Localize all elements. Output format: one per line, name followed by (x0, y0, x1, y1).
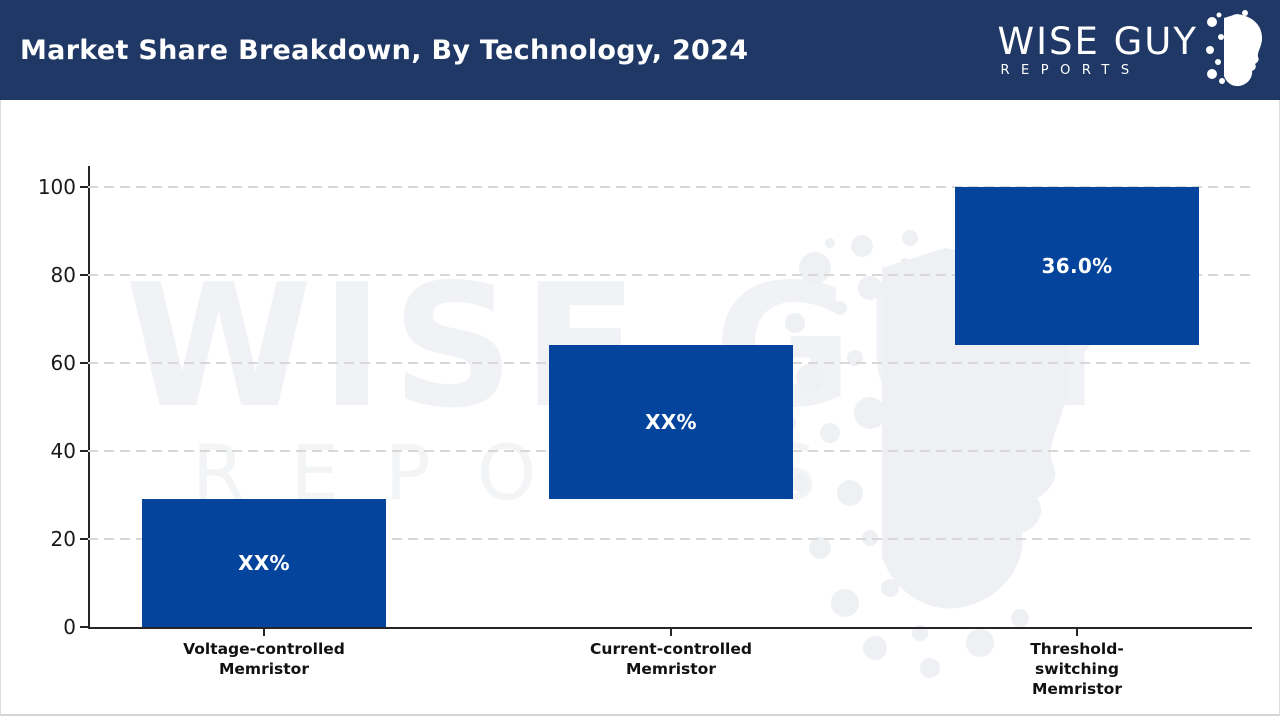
x-tick-mark (263, 629, 265, 636)
y-tick-label: 0 (63, 615, 76, 639)
bar-1: XX% (142, 499, 386, 627)
y-tick-mark (80, 449, 88, 452)
y-tick-label: 80 (50, 262, 76, 287)
wiseguy-logo: WISE GUY REPORTS (998, 10, 1266, 90)
wiseguy-face-icon (1206, 10, 1263, 87)
y-tick-label: 20 (50, 526, 76, 551)
logo-reports-text: REPORTS (1000, 63, 1141, 78)
category-label: Threshold- switching Memristor (1030, 640, 1124, 698)
gridline-y80 (88, 273, 1252, 276)
gridline-y20 (88, 537, 1252, 540)
y-axis-line (88, 166, 90, 627)
logo-wise-guy-text: WISE GUY (997, 20, 1198, 63)
x-axis-line (88, 627, 1252, 629)
x-tick-mark (1076, 629, 1078, 636)
y-tick-mark (80, 273, 88, 276)
x-tick-mark (670, 629, 672, 636)
category-label: Voltage-controlled Memristor (183, 640, 345, 678)
y-tick-mark (80, 185, 88, 188)
bar-value-label: XX% (645, 410, 697, 435)
bar-3: 36.0% (955, 186, 1199, 346)
y-tick-mark (80, 537, 88, 540)
y-tick-label: 100 (37, 174, 76, 199)
y-tick-mark (80, 361, 88, 364)
wiseguy-logo-text: WISE GUY REPORTS (997, 20, 1198, 79)
header-banner: Market Share Breakdown, By Technology, 2… (0, 0, 1280, 100)
bar-2: XX% (549, 345, 793, 500)
gridline-y100 (88, 185, 1252, 188)
y-tick-label: 40 (50, 438, 76, 463)
category-label: Current-controlled Memristor (590, 640, 752, 678)
bar-value-label: 36.0% (1041, 253, 1113, 278)
bar-value-label: XX% (238, 551, 290, 576)
page-title: Market Share Breakdown, By Technology, 2… (20, 34, 749, 66)
y-tick-label: 60 (50, 350, 76, 375)
y-tick-mark (80, 626, 88, 628)
